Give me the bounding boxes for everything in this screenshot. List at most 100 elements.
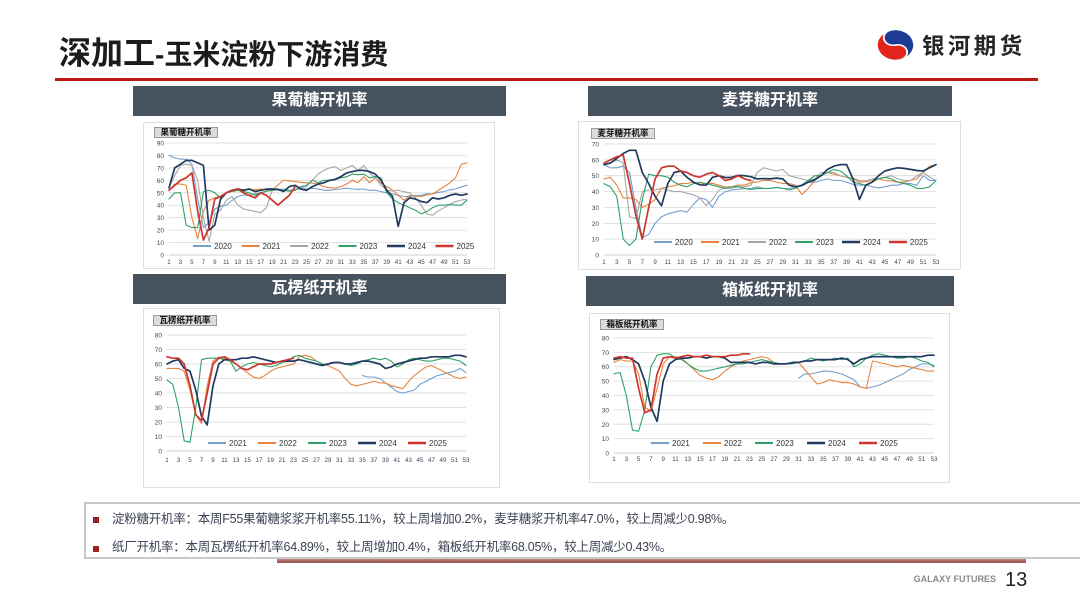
svg-text:39: 39: [844, 456, 851, 463]
svg-text:33: 33: [349, 259, 356, 266]
svg-text:2024: 2024: [828, 439, 846, 448]
svg-text:30: 30: [592, 205, 600, 212]
svg-text:2022: 2022: [279, 439, 297, 448]
svg-text:53: 53: [933, 259, 940, 266]
svg-text:23: 23: [741, 259, 748, 266]
svg-text:35: 35: [820, 456, 827, 463]
svg-text:0: 0: [158, 449, 162, 456]
svg-text:27: 27: [315, 259, 322, 266]
svg-text:21: 21: [280, 259, 287, 266]
svg-text:50: 50: [592, 173, 600, 180]
svg-text:50: 50: [155, 376, 163, 383]
svg-text:1: 1: [612, 456, 616, 463]
svg-text:2023: 2023: [329, 439, 347, 448]
svg-text:53: 53: [464, 259, 471, 266]
svg-text:2024: 2024: [379, 439, 397, 448]
svg-text:29: 29: [326, 259, 333, 266]
svg-text:51: 51: [918, 456, 925, 463]
svg-text:27: 27: [767, 259, 774, 266]
svg-text:33: 33: [348, 457, 355, 464]
svg-text:20: 20: [157, 228, 165, 235]
svg-text:9: 9: [661, 456, 665, 463]
svg-text:2024: 2024: [408, 242, 426, 251]
svg-text:15: 15: [697, 456, 704, 463]
svg-text:15: 15: [246, 259, 253, 266]
svg-text:19: 19: [715, 259, 722, 266]
svg-text:10: 10: [155, 434, 163, 441]
svg-text:19: 19: [269, 259, 276, 266]
svg-text:11: 11: [223, 259, 230, 266]
svg-text:70: 70: [155, 347, 163, 354]
svg-text:47: 47: [894, 259, 901, 266]
svg-text:5: 5: [190, 259, 194, 266]
svg-text:41: 41: [395, 259, 402, 266]
svg-text:40: 40: [155, 391, 163, 398]
svg-text:60: 60: [157, 178, 165, 185]
svg-text:50: 50: [157, 190, 165, 197]
svg-text:2023: 2023: [360, 242, 378, 251]
svg-text:20: 20: [592, 221, 600, 228]
svg-text:0: 0: [160, 253, 164, 260]
svg-text:17: 17: [257, 259, 264, 266]
svg-text:2022: 2022: [769, 238, 787, 247]
svg-text:17: 17: [703, 259, 710, 266]
svg-text:29: 29: [783, 456, 790, 463]
svg-text:29: 29: [325, 457, 332, 464]
svg-text:5: 5: [628, 259, 632, 266]
svg-text:2021: 2021: [229, 439, 247, 448]
svg-text:70: 70: [602, 350, 610, 357]
svg-text:2023: 2023: [776, 439, 794, 448]
svg-text:2021: 2021: [672, 439, 690, 448]
svg-text:35: 35: [818, 259, 825, 266]
svg-text:37: 37: [371, 457, 378, 464]
svg-text:7: 7: [649, 456, 653, 463]
svg-text:15: 15: [244, 457, 251, 464]
svg-text:60: 60: [602, 364, 610, 371]
svg-text:40: 40: [592, 189, 600, 196]
svg-text:80: 80: [155, 333, 163, 340]
svg-text:1: 1: [602, 259, 606, 266]
svg-text:11: 11: [221, 457, 228, 464]
svg-text:2023: 2023: [816, 238, 834, 247]
svg-text:31: 31: [336, 457, 343, 464]
svg-text:5: 5: [637, 456, 641, 463]
svg-text:2025: 2025: [429, 439, 447, 448]
svg-text:3: 3: [177, 457, 181, 464]
svg-text:53: 53: [463, 457, 470, 464]
svg-text:45: 45: [881, 259, 888, 266]
svg-text:25: 25: [754, 259, 761, 266]
svg-text:41: 41: [857, 456, 864, 463]
svg-text:60: 60: [592, 157, 600, 164]
svg-text:2022: 2022: [724, 439, 742, 448]
svg-text:19: 19: [721, 456, 728, 463]
svg-text:31: 31: [795, 456, 802, 463]
svg-text:80: 80: [157, 153, 165, 160]
svg-text:70: 70: [157, 165, 165, 172]
svg-text:15: 15: [690, 259, 697, 266]
svg-text:11: 11: [665, 259, 672, 266]
svg-text:17: 17: [709, 456, 716, 463]
svg-text:7: 7: [200, 457, 204, 464]
svg-text:43: 43: [406, 259, 413, 266]
svg-text:2020: 2020: [675, 238, 693, 247]
svg-text:10: 10: [592, 237, 600, 244]
svg-text:20: 20: [602, 422, 610, 429]
svg-text:11: 11: [672, 456, 679, 463]
svg-text:21: 21: [728, 259, 735, 266]
svg-text:49: 49: [906, 456, 913, 463]
svg-text:43: 43: [869, 456, 876, 463]
svg-text:41: 41: [856, 259, 863, 266]
svg-text:1: 1: [165, 457, 169, 464]
svg-text:21: 21: [734, 456, 741, 463]
svg-text:3: 3: [179, 259, 183, 266]
svg-text:47: 47: [429, 259, 436, 266]
svg-text:9: 9: [211, 457, 215, 464]
svg-text:17: 17: [256, 457, 263, 464]
svg-text:2025: 2025: [457, 242, 475, 251]
svg-text:49: 49: [440, 457, 447, 464]
svg-text:40: 40: [157, 203, 165, 210]
svg-text:43: 43: [405, 457, 412, 464]
svg-text:25: 25: [303, 259, 310, 266]
svg-text:45: 45: [418, 259, 425, 266]
svg-text:7: 7: [202, 259, 206, 266]
